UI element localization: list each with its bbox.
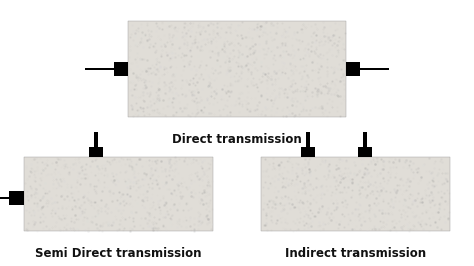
Text: Semi Direct transmission: Semi Direct transmission	[35, 247, 202, 260]
Bar	[24, 157, 213, 231]
Bar	[363, 132, 367, 147]
Bar	[261, 157, 450, 231]
Bar	[360, 68, 389, 70]
Bar	[301, 147, 315, 157]
Bar	[0, 197, 9, 199]
Bar	[358, 147, 372, 157]
Text: Direct transmission: Direct transmission	[172, 133, 302, 146]
Text: Indirect transmission: Indirect transmission	[285, 247, 426, 260]
Bar	[346, 62, 360, 76]
Bar	[9, 191, 24, 205]
Bar	[306, 132, 310, 147]
Bar	[128, 21, 346, 117]
Bar	[85, 68, 114, 70]
Bar	[114, 62, 128, 76]
Bar	[94, 132, 98, 147]
Bar	[89, 147, 103, 157]
